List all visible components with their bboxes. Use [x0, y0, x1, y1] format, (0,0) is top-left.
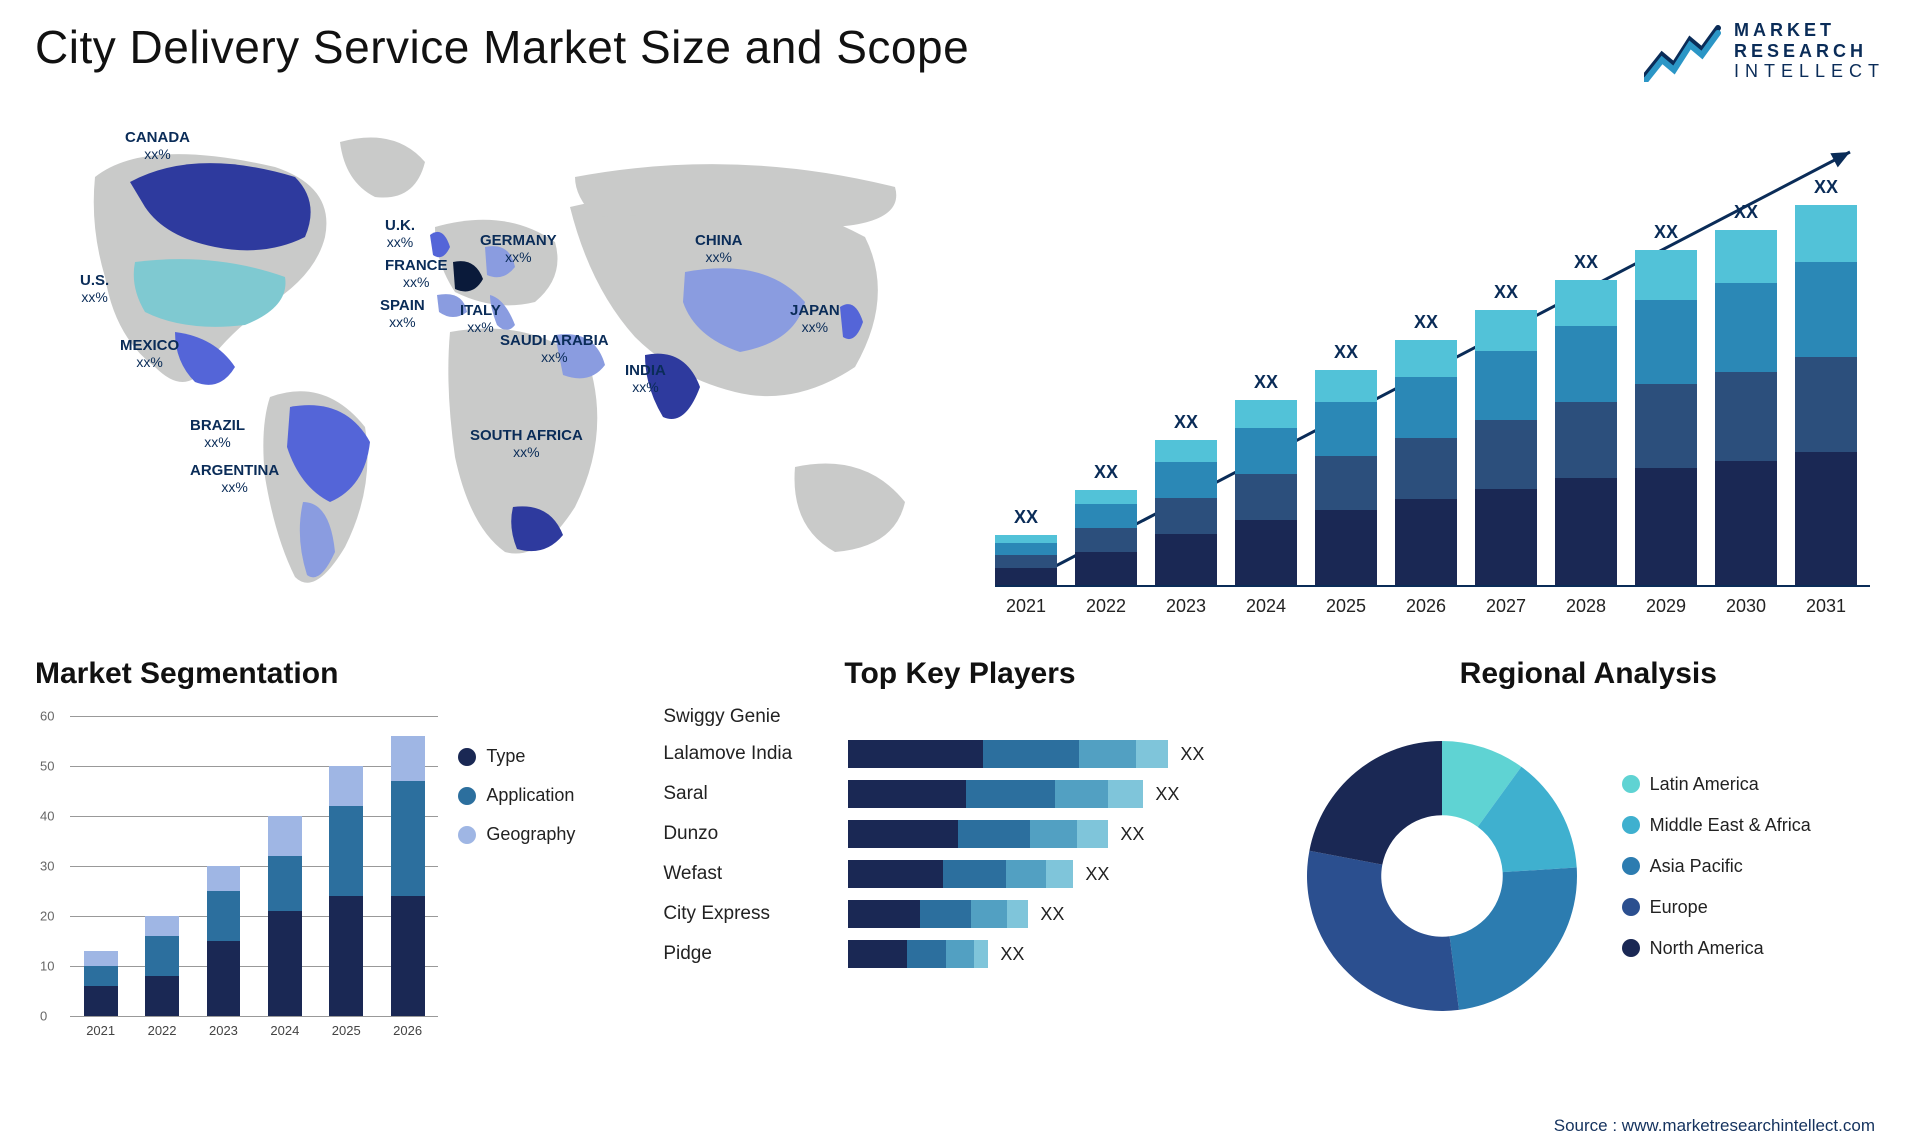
source-text: Source : www.marketresearchintellect.com: [1554, 1116, 1875, 1136]
seg-bar-2024: 2024: [268, 816, 302, 1016]
regional-panel: Regional Analysis Latin America Middle Ea…: [1292, 657, 1885, 1067]
seg-bar-2023: 2023: [207, 866, 241, 1016]
map-label-france: FRANCExx%: [385, 257, 448, 290]
player-lalamove-india: Lalamove IndiaXX: [663, 740, 1256, 768]
player-swiggy-genie: Swiggy Genie: [663, 706, 1256, 728]
region-legend-europe: Europe: [1622, 897, 1811, 918]
growth-bar-2022: XX2022: [1075, 490, 1137, 585]
growth-bar-2021: XX2021: [995, 535, 1057, 585]
seg-bar-2026: 2026: [391, 736, 425, 1016]
growth-bar-2031: XX2031: [1795, 205, 1857, 585]
region-legend-north-america: North America: [1622, 938, 1811, 959]
growth-bar-2029: XX2029: [1635, 250, 1697, 585]
map-label-italy: ITALYxx%: [460, 302, 501, 335]
map-label-argentina: ARGENTINAxx%: [190, 462, 279, 495]
page-title: City Delivery Service Market Size and Sc…: [35, 20, 969, 74]
seg-legend-application: Application: [458, 785, 628, 806]
map-label-spain: SPAINxx%: [380, 297, 425, 330]
regional-donut: [1292, 726, 1592, 1026]
player-dunzo: DunzoXX: [663, 820, 1256, 848]
seg-bar-2022: 2022: [145, 916, 179, 1016]
growth-bar-2023: XX2023: [1155, 440, 1217, 585]
map-label-canada: CANADAxx%: [125, 129, 190, 162]
segmentation-title: Market Segmentation: [35, 657, 628, 691]
region-legend-middle-east---africa: Middle East & Africa: [1622, 815, 1811, 836]
company-logo: MARKET RESEARCH INTELLECT: [1644, 20, 1885, 82]
growth-bar-2024: XX2024: [1235, 400, 1297, 585]
growth-bar-2030: XX2030: [1715, 230, 1777, 585]
map-label-southafrica: SOUTH AFRICAxx%: [470, 427, 583, 460]
seg-bar-2021: 2021: [84, 951, 118, 1016]
logo-line1: MARKET: [1734, 20, 1885, 41]
logo-line3: INTELLECT: [1734, 61, 1885, 82]
player-pidge: PidgeXX: [663, 940, 1256, 968]
player-saral: SaralXX: [663, 780, 1256, 808]
player-city-express: City ExpressXX: [663, 900, 1256, 928]
map-label-us: U.S.xx%: [80, 272, 109, 305]
map-label-brazil: BRAZILxx%: [190, 417, 245, 450]
logo-line2: RESEARCH: [1734, 41, 1885, 62]
growth-bar-chart: XX2021 XX2022 XX2023 XX2024 XX2025 XX2026 XX20…: [995, 107, 1885, 627]
growth-bar-2027: XX2027: [1475, 310, 1537, 585]
player-wefast: WefastXX: [663, 860, 1256, 888]
map-label-india: INDIAxx%: [625, 362, 666, 395]
map-label-japan: JAPANxx%: [790, 302, 840, 335]
seg-legend-type: Type: [458, 746, 628, 767]
growth-bar-2028: XX2028: [1555, 280, 1617, 585]
growth-bar-2026: XX2026: [1395, 340, 1457, 585]
seg-bar-2025: 2025: [329, 766, 363, 1016]
segmentation-panel: Market Segmentation 01020304050602021202…: [35, 657, 628, 1067]
map-label-uk: U.K.xx%: [385, 217, 415, 250]
region-legend-asia-pacific: Asia Pacific: [1622, 856, 1811, 877]
map-label-saudiarabia: SAUDI ARABIAxx%: [500, 332, 609, 365]
players-title: Top Key Players: [663, 657, 1256, 691]
players-panel: Top Key Players Swiggy Genie Lalamove Ind…: [663, 657, 1256, 1067]
map-label-germany: GERMANYxx%: [480, 232, 557, 265]
seg-legend-geography: Geography: [458, 824, 628, 845]
map-label-mexico: MEXICOxx%: [120, 337, 179, 370]
world-map: CANADAxx% U.S.xx% MEXICOxx% BRAZILxx% ARGENT…: [35, 107, 955, 627]
regional-title: Regional Analysis: [1292, 657, 1885, 691]
map-label-china: CHINAxx%: [695, 232, 743, 265]
region-legend-latin-america: Latin America: [1622, 774, 1811, 795]
growth-bar-2025: XX2025: [1315, 370, 1377, 585]
